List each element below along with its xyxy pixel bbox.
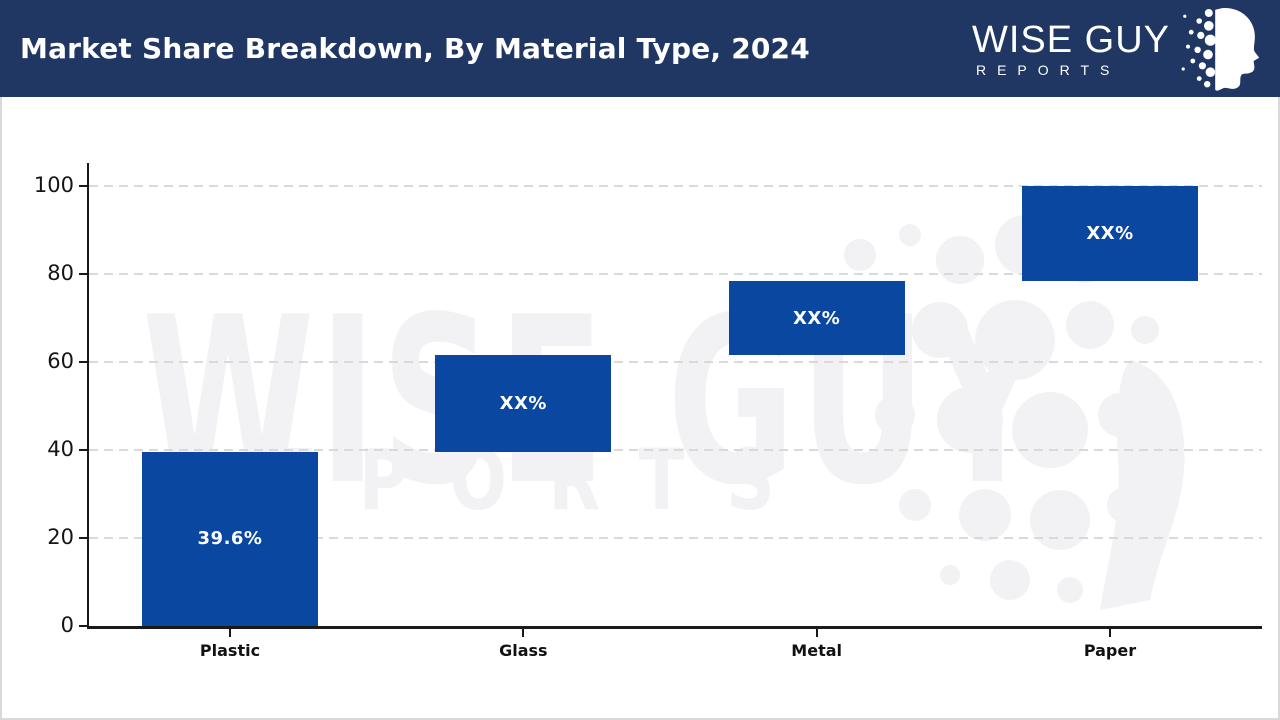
bar-value-label: XX% (793, 307, 841, 329)
y-axis-tick (79, 185, 87, 187)
wiseguy-head-icon (1181, 7, 1260, 91)
y-axis-tick (79, 449, 87, 451)
logo-wordmark: WISE GUY (971, 18, 1170, 61)
bar-plastic: 39.6% (142, 451, 318, 626)
x-axis-tick (229, 629, 231, 637)
x-axis-category-label: Plastic (199, 641, 261, 660)
y-axis-tick-label: 0 (60, 613, 74, 637)
y-axis-tick-label: 100 (33, 173, 74, 197)
x-axis-tick (522, 629, 525, 637)
y-axis-tick-label: 60 (47, 349, 74, 373)
y-axis-tick (79, 273, 87, 275)
y-axis-tick (79, 537, 87, 539)
logo-subtitle: REPORTS (975, 61, 1121, 78)
bar-value-label: XX% (1086, 223, 1134, 245)
bar-glass: XX% (435, 355, 612, 452)
x-axis-category-label: Glass (499, 641, 548, 660)
x-axis-line (87, 626, 1262, 629)
x-axis-tick (815, 629, 818, 637)
gridline (89, 537, 1262, 539)
y-axis-tick (79, 361, 87, 363)
gridline (89, 361, 1262, 363)
y-axis-tick-label: 20 (47, 525, 74, 549)
x-axis-category-label: Paper (1083, 641, 1137, 660)
gridline (89, 449, 1262, 451)
wiseguy-logo: WISE GUY REPORTS (972, 5, 1266, 93)
y-axis-tick (79, 625, 87, 627)
y-axis-tick-label: 40 (47, 437, 74, 461)
y-axis-line (87, 163, 89, 629)
gridline (89, 273, 1262, 275)
page-title: Market Share Breakdown, By Material Type… (20, 32, 810, 65)
header-bar: Market Share Breakdown, By Material Type… (0, 0, 1280, 97)
gridline (89, 185, 1262, 187)
bar-metal: XX% (728, 281, 905, 356)
y-axis-tick-label: 80 (47, 261, 74, 285)
bar-value-label: XX% (499, 393, 547, 415)
bar-value-label: 39.6% (197, 528, 263, 550)
x-axis-tick (1108, 629, 1111, 637)
bar-paper: XX% (1021, 186, 1198, 282)
wiseguy-logo-text: WISE GUY REPORTS (972, 21, 1170, 77)
x-axis-category-label: Metal (791, 641, 842, 660)
